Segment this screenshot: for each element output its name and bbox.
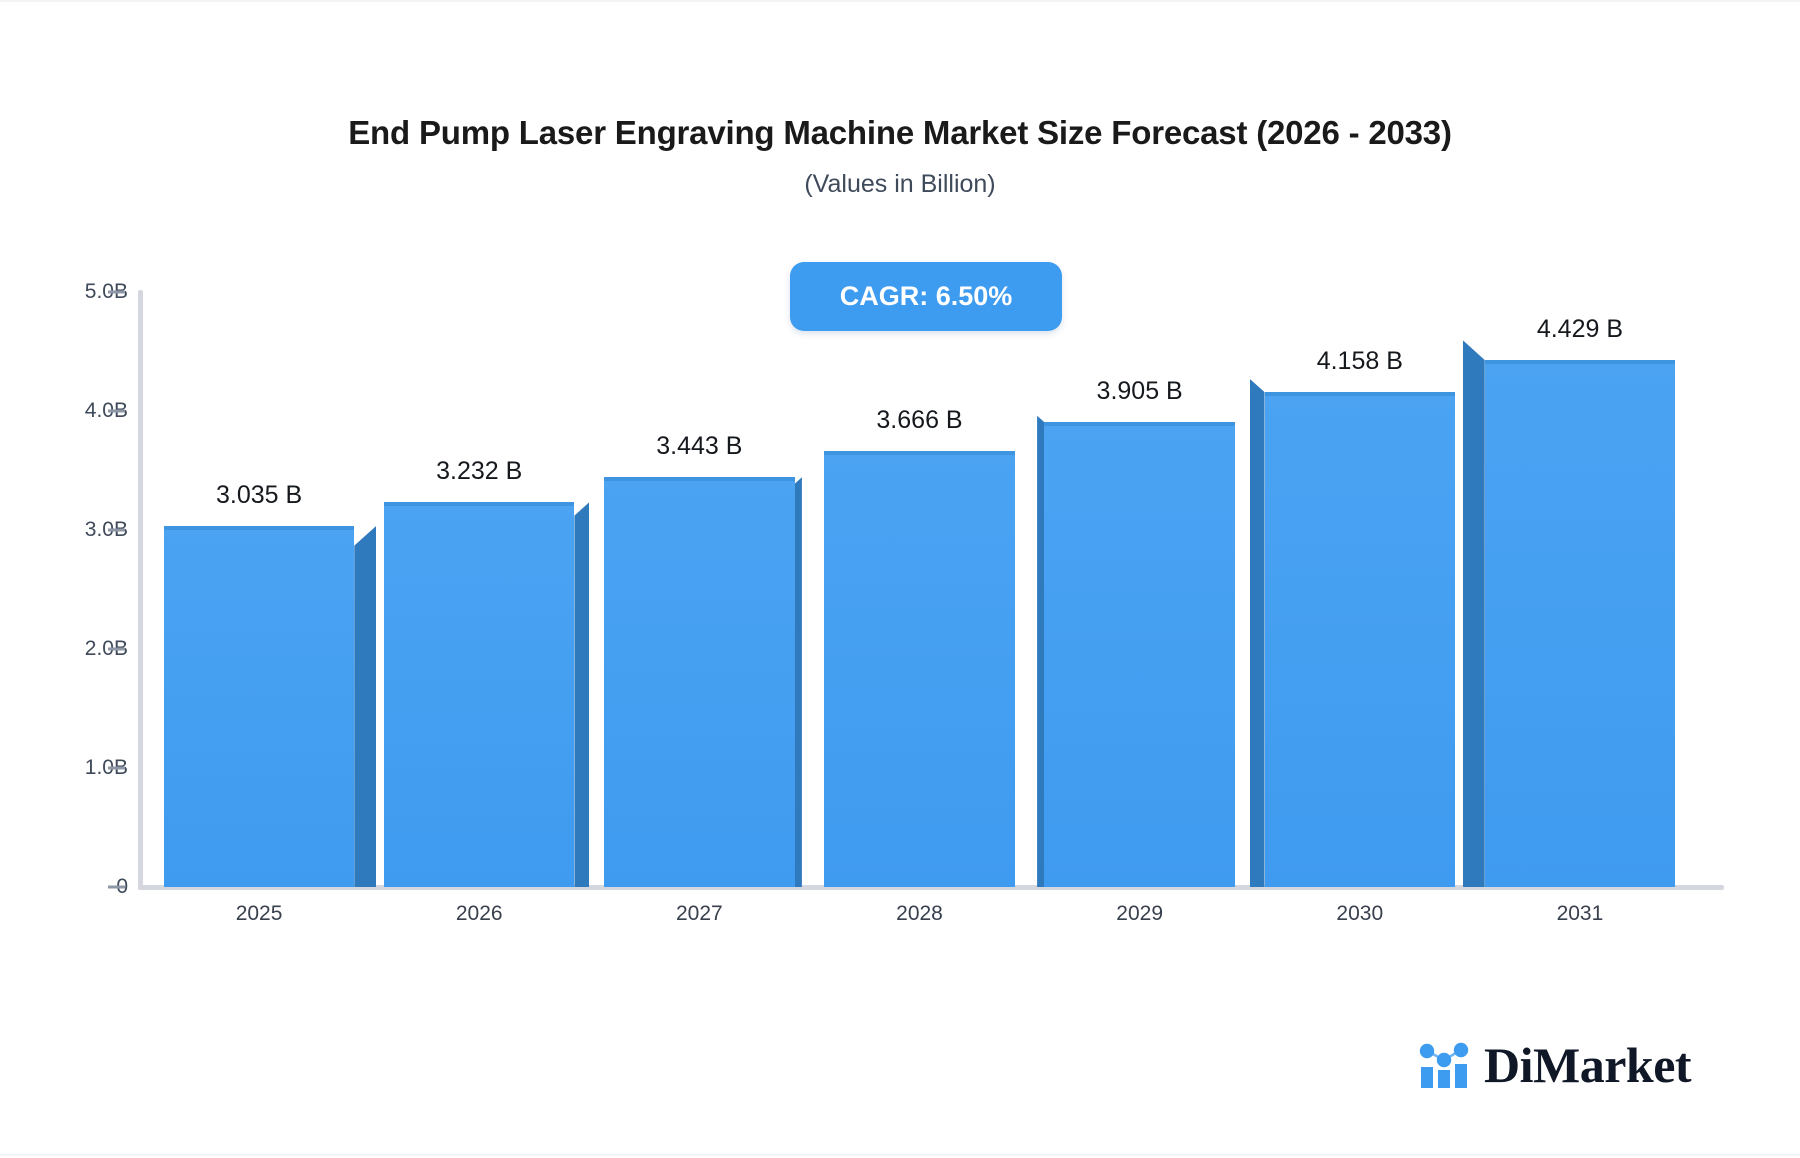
y-axis-tick-mark: [108, 290, 125, 294]
bar-chart-dots-icon: [1419, 1042, 1469, 1088]
x-axis-tick-label: 2030: [1336, 902, 1384, 925]
bar-top-edge: [1484, 359, 1676, 364]
bar[interactable]: [1264, 392, 1455, 887]
y-axis-tick-label: 2.0B: [84, 637, 128, 660]
bar-value-label: 3.035 B: [215, 480, 303, 509]
x-axis-tick-label: 2029: [1116, 902, 1163, 925]
y-axis-tick-mark: [108, 528, 125, 532]
bar-value-label: 4.429 B: [1536, 314, 1624, 343]
y-axis-tick-label: 4.0B: [84, 399, 128, 422]
chart-title: End Pump Laser Engraving Machine Market …: [348, 114, 1452, 151]
bar-side-face: [1037, 415, 1045, 887]
bar-value-label: 3.666 B: [876, 405, 963, 434]
x-axis-tick-label: 2026: [455, 902, 503, 925]
x-axis-tick-label: 2027: [675, 902, 723, 925]
bar-value-label: 4.158 B: [1316, 347, 1403, 376]
x-axis-tick-label: 2031: [1556, 902, 1604, 925]
bar[interactable]: [1484, 359, 1676, 887]
y-axis-tick-label: 5.0B: [84, 280, 128, 303]
bar-side-face: [1462, 340, 1485, 887]
x-axis-tick-label: 2028: [896, 902, 943, 925]
bar-side-face: [354, 525, 377, 887]
y-axis-tick-label: 3.0B: [84, 518, 128, 541]
bar-side-face: [574, 502, 590, 887]
bar-top-edge: [384, 502, 575, 507]
bar[interactable]: [604, 477, 795, 887]
bar-top-edge: [1264, 392, 1455, 397]
bar-value-label: 3.232 B: [436, 457, 523, 486]
x-axis-tick-label: 2025: [235, 902, 283, 925]
y-axis-tick-mark: [108, 885, 125, 889]
bar-top-edge: [824, 450, 1015, 455]
y-axis-line: [138, 290, 143, 890]
bar-value-label: 3.443 B: [656, 432, 743, 461]
cagr-badge: CAGR: 6.50%: [790, 262, 1062, 331]
y-axis-tick-label: 1.0B: [84, 756, 128, 779]
bar-value-label: 3.905 B: [1096, 377, 1183, 406]
logo-wordmark: DiMarket: [1484, 1037, 1692, 1093]
bar-side-face: [794, 477, 802, 887]
bar[interactable]: [384, 502, 575, 887]
bar-top-edge: [163, 525, 355, 530]
dimarket-logo: DiMarket: [1418, 1037, 1692, 1093]
bar-side-face: [1249, 378, 1265, 887]
bar-top-edge: [604, 477, 795, 482]
y-axis-tick-mark: [108, 766, 125, 770]
bar[interactable]: [1044, 422, 1235, 887]
bar-top-edge: [1044, 422, 1235, 427]
bar[interactable]: [163, 525, 355, 887]
y-axis-tick-mark: [108, 647, 125, 651]
y-axis-tick-mark: [108, 409, 125, 413]
chart-subtitle: (Values in Billion): [804, 170, 996, 198]
x-axis-line: [138, 885, 1724, 890]
bar[interactable]: [824, 450, 1015, 887]
